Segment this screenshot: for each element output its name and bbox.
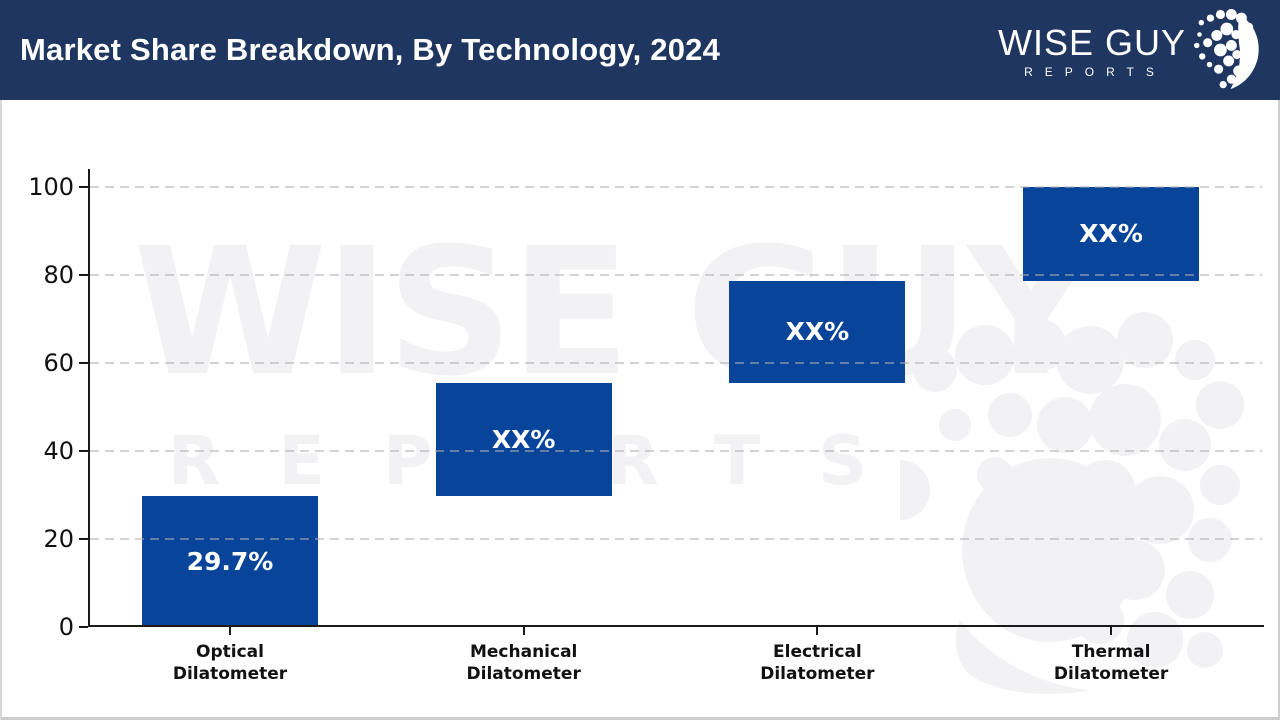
brand-subtext: REPORTS — [1024, 64, 1166, 79]
bar-value-label: XX% — [1079, 219, 1143, 249]
y-axis-tick — [79, 626, 88, 628]
gridline — [90, 362, 1262, 364]
x-axis-category-label: Optical Dilatometer — [172, 642, 288, 684]
brand-logo: WISE GUY REPORTS — [998, 6, 1262, 94]
x-axis-category-label: Thermal Dilatometer — [1053, 642, 1169, 684]
brand-wordmark: WISE GUY — [997, 21, 1186, 63]
gridline — [90, 186, 1262, 188]
x-axis-tick — [816, 627, 819, 635]
y-axis-tick-label: 80 — [43, 261, 74, 289]
y-axis-tick-label: 0 — [58, 613, 74, 641]
x-axis-category-label: Electrical Dilatometer — [760, 642, 875, 684]
y-axis-tick-label: 60 — [43, 349, 74, 377]
brand-head-icon — [1194, 9, 1259, 90]
x-axis-tick — [522, 627, 525, 635]
waterfall-bar: XX% — [729, 280, 906, 384]
gridline — [90, 538, 1262, 540]
y-axis-line — [88, 169, 90, 627]
gridline — [90, 450, 1262, 452]
y-axis-tick-label: 40 — [43, 437, 74, 465]
gridline — [90, 274, 1262, 276]
y-axis-tick — [79, 450, 88, 452]
x-axis-tick — [1110, 627, 1113, 635]
bar-value-label: 29.7% — [186, 547, 274, 577]
bar-value-label: XX% — [491, 425, 556, 455]
y-axis-tick — [79, 362, 88, 364]
waterfall-bar: XX% — [1023, 187, 1200, 281]
y-axis-tick-label: 20 — [43, 525, 74, 553]
waterfall-bar: 29.7% — [142, 496, 318, 627]
y-axis-tick-label: 100 — [28, 173, 74, 201]
y-axis-tick — [79, 274, 88, 276]
bar-value-label: XX% — [785, 317, 850, 347]
page-title: Market Share Breakdown, By Technology, 2… — [20, 32, 721, 67]
x-axis-tick — [229, 627, 231, 635]
header: Market Share Breakdown, By Technology, 2… — [0, 0, 1280, 100]
waterfall-bar: XX% — [435, 383, 612, 497]
brand-logo-text: WISE GUY REPORTS — [998, 22, 1186, 79]
y-axis-tick — [79, 186, 88, 188]
plot-area: 0 20 40 60 80 100 Optical Dilatometer Mechanical… — [28, 169, 1264, 684]
y-axis-tick — [79, 538, 88, 540]
x-axis-line — [88, 625, 1264, 627]
x-axis-category-label: Mechanical Dilatometer — [466, 642, 581, 684]
